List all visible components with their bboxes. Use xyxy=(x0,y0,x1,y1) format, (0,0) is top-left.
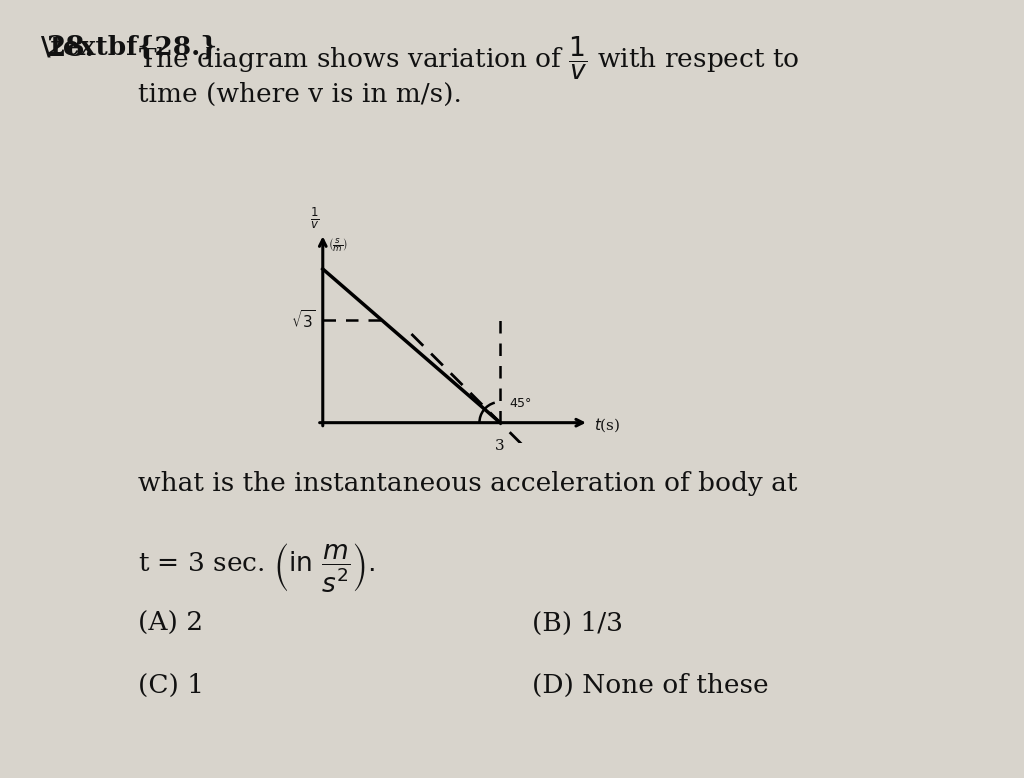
Text: $t$(s): $t$(s) xyxy=(594,417,621,434)
Text: what is the instantaneous acceleration of body at: what is the instantaneous acceleration o… xyxy=(138,471,798,496)
Text: 3: 3 xyxy=(496,440,505,454)
Text: $45°$: $45°$ xyxy=(509,397,532,410)
Text: The diagram shows variation of $\dfrac{1}{v}$ with respect to: The diagram shows variation of $\dfrac{1… xyxy=(138,35,800,82)
Text: (A) 2: (A) 2 xyxy=(138,611,204,636)
Text: time (where v is in m/s).: time (where v is in m/s). xyxy=(138,82,462,107)
Text: $\frac{1}{v}$: $\frac{1}{v}$ xyxy=(310,205,319,230)
Text: (C) 1: (C) 1 xyxy=(138,673,204,698)
Text: (D) None of these: (D) None of these xyxy=(532,673,769,698)
Text: $\left(\frac{s}{m}\right)$: $\left(\frac{s}{m}\right)$ xyxy=(328,237,348,254)
Text: \textbf{28.}: \textbf{28.} xyxy=(41,35,217,60)
Text: $\sqrt{3}$: $\sqrt{3}$ xyxy=(291,310,315,331)
Text: t = 3 sec. $\left(\mathrm{in}\ \dfrac{m}{s^{2}}\right).$: t = 3 sec. $\left(\mathrm{in}\ \dfrac{m}… xyxy=(138,541,376,594)
Text: (B) 1/3: (B) 1/3 xyxy=(532,611,624,636)
Text: 28.: 28. xyxy=(46,35,94,62)
